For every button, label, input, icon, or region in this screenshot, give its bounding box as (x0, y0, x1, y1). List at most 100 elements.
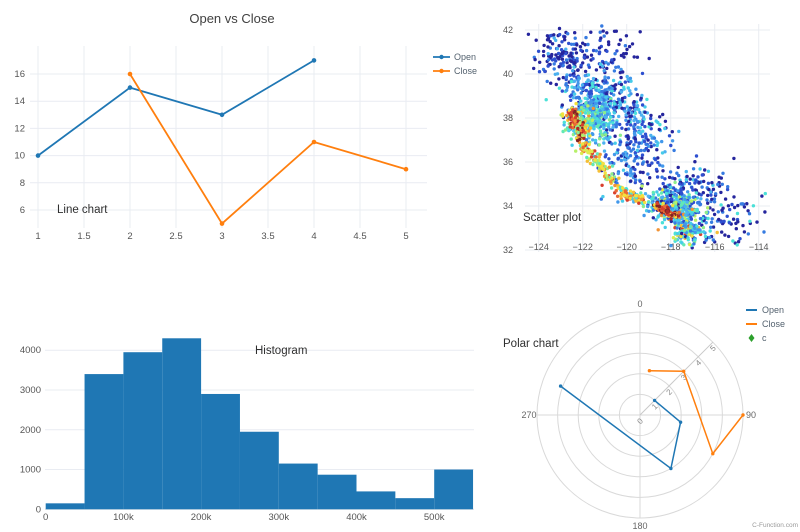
scatter-point (623, 44, 628, 48)
scatter-point (655, 190, 659, 194)
scatter-point (625, 172, 629, 177)
polar-marker-close (682, 369, 686, 373)
scatter-point (592, 98, 596, 102)
scatter-point (653, 157, 658, 162)
scatter-point (564, 51, 568, 56)
scatter-point (590, 149, 594, 154)
scatter-point (647, 56, 651, 61)
scatter-point (599, 164, 604, 168)
scatter-point (583, 96, 587, 101)
scatter-point (676, 165, 680, 170)
scatter-point (705, 198, 709, 202)
scatter-point (643, 124, 647, 129)
scatter-point (576, 68, 580, 73)
scatter-point (742, 205, 747, 209)
radial-tick-label: 3 (679, 372, 689, 382)
scatter-point (585, 159, 589, 163)
scatter-point (572, 74, 576, 78)
scatter-point (646, 182, 650, 186)
scatter-point (604, 60, 608, 65)
scatter-point (568, 73, 572, 77)
legend-label: Close (762, 319, 785, 329)
scatter-point (660, 195, 664, 200)
scatter-point (700, 185, 704, 189)
histogram-bar (201, 393, 240, 510)
scatter-point (608, 161, 612, 165)
scatter-point (736, 240, 741, 244)
scatter-point (633, 167, 637, 172)
scatter-point (682, 243, 686, 247)
scatter-point (635, 119, 640, 124)
scatter-point (630, 42, 635, 46)
scatter-point (716, 182, 720, 187)
scatter-point (572, 79, 577, 83)
scatter-point (709, 225, 713, 229)
scatter-point (626, 119, 631, 124)
scatter-point (609, 186, 614, 190)
scatter-point (591, 138, 595, 142)
x-tick-label: 400k (346, 512, 367, 523)
polar-radial-axis (639, 341, 714, 416)
angular-tick-label: 0 (637, 299, 642, 309)
scatter-point (576, 130, 580, 135)
scatter-point (629, 123, 633, 127)
histogram-chart[interactable]: 0 100k 200k 300k 400k 500k 0 1000 2000 3000 4000 H… (0, 266, 480, 532)
scatter-point (607, 125, 611, 129)
scatter-point (576, 85, 580, 89)
x-tick-label: 1 (35, 231, 40, 242)
scatter-point (762, 230, 766, 234)
scatter-point (634, 194, 638, 198)
scatter-point (588, 161, 593, 166)
scatter-point (616, 171, 620, 176)
scatter-point (617, 114, 621, 119)
scatter-point (673, 177, 677, 181)
scatter-point (591, 106, 595, 111)
scatter-point (609, 180, 613, 184)
scatter-point (623, 80, 627, 84)
scatter-point (572, 65, 576, 69)
scatter-point (564, 75, 569, 79)
scatter-point (730, 202, 734, 207)
scatter-point (566, 65, 570, 69)
scatter-point (586, 78, 590, 82)
scatter-point (622, 52, 626, 56)
scatter-point (587, 142, 591, 147)
series-close (129, 73, 407, 225)
scatter-point (649, 133, 653, 138)
scatter-point (591, 76, 596, 81)
x-tick-label: −114 (749, 242, 769, 252)
scatter-point (669, 217, 673, 221)
scatter-point (661, 169, 665, 173)
scatter-point (598, 161, 602, 166)
scatter-point (649, 127, 653, 131)
scatter-point (600, 89, 604, 94)
scatter-point (597, 51, 601, 56)
scatter-point (732, 156, 736, 161)
scatter-point (698, 232, 703, 237)
scatter-point (576, 126, 580, 131)
marker-open (35, 153, 41, 158)
legend-sample-marker (439, 68, 444, 74)
scatter-point (620, 126, 624, 130)
scatter-point (607, 165, 612, 169)
scatter-point (662, 205, 667, 209)
scatter-point (693, 181, 697, 185)
line-chart[interactable]: 1 1.5 2 2.5 3 3.5 4 4.5 5 6 8 10 12 14 16 Open Close Ope… (0, 0, 480, 266)
scatter-point (596, 111, 600, 115)
scatter-point (559, 48, 564, 52)
scatter-point (612, 69, 617, 73)
scatter-point (541, 54, 546, 58)
scatter-point (560, 112, 565, 116)
radial-tick-label: 1 (650, 402, 660, 412)
scatter-point (671, 203, 675, 208)
scatter-point (667, 175, 672, 180)
scatter-point (698, 228, 702, 232)
scatter-point (640, 153, 645, 157)
scatter-point (587, 65, 591, 70)
scatter-point (738, 237, 742, 241)
scatter-point (610, 176, 614, 180)
scatter-point (599, 85, 603, 89)
scatter-point (616, 200, 620, 204)
